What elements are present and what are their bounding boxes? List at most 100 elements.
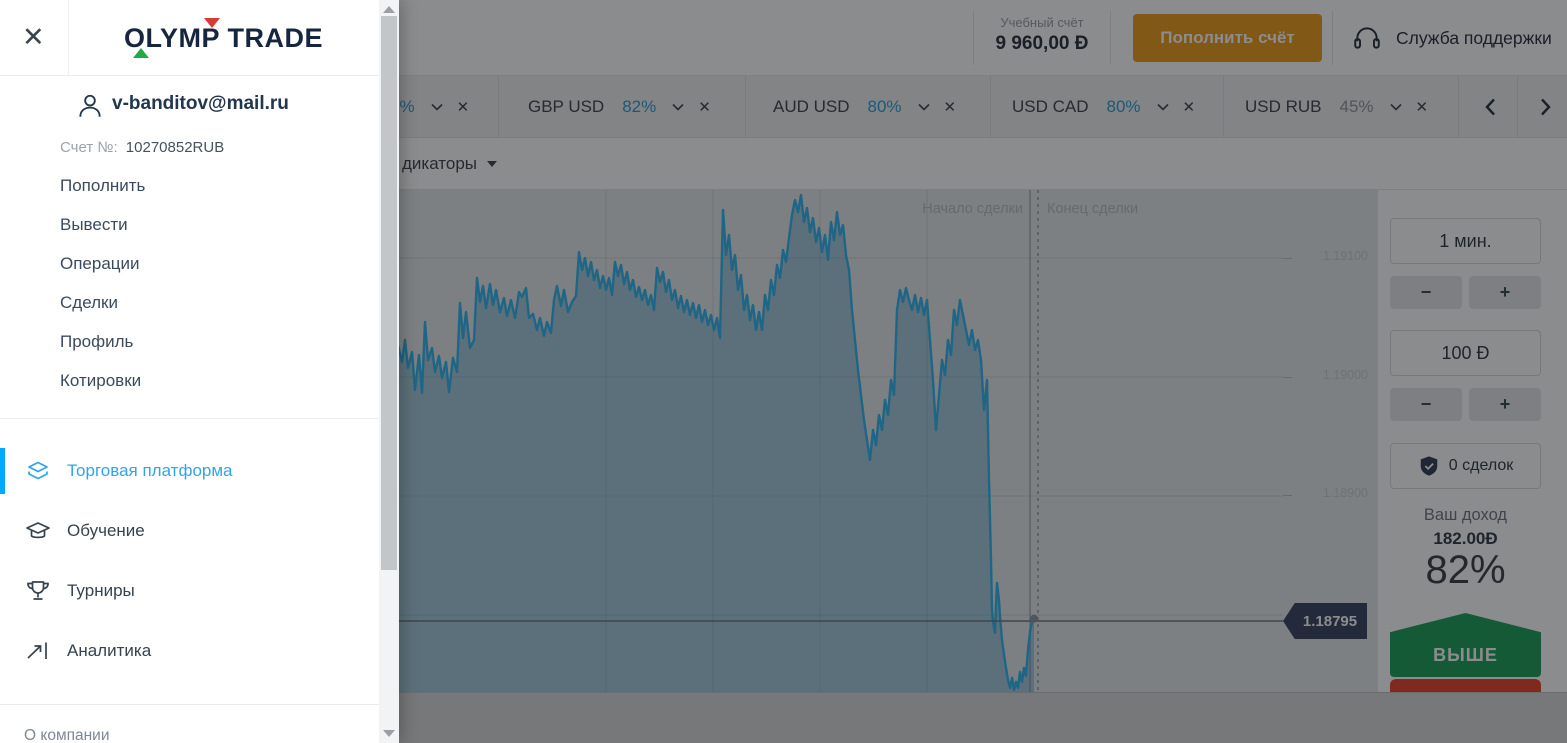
tab-divider [745,76,746,137]
chevron-down-icon[interactable] [431,103,443,111]
chevron-left-icon [1484,98,1495,115]
header-divider [1110,11,1111,65]
deposit-button[interactable]: Пополнить счёт [1133,14,1322,62]
sidebar-link-about[interactable]: О компании [24,727,110,743]
sidebar-scrollbar[interactable] [379,0,399,743]
sidebar-item-label: Турниры [67,581,135,600]
tab-usd-cad[interactable]: USD CAD 80% ✕ [990,76,1223,137]
chevron-down-icon[interactable] [1389,103,1402,111]
scrollbar-thumb[interactable] [381,16,397,570]
y-axis-label: 1.19100 [1322,249,1368,263]
shield-check-icon [1420,456,1438,476]
y-axis-label: 1.19000 [1322,368,1368,382]
tab-pair: USD CAD [1012,96,1089,116]
tab-aud-usd[interactable]: AUD USD 80% ✕ [745,76,990,137]
duration-plus-button[interactable]: + [1469,276,1541,309]
graduation-cap-icon [26,522,50,539]
tab-divider [1517,76,1518,137]
balance-label: Учебный счёт [1000,15,1084,30]
deals-button[interactable]: 0 сделок [1390,443,1541,489]
account-number-row: Счет №: 10270852RUB [60,139,224,156]
support-label: Служба поддержки [1396,27,1552,48]
trend-arrow-icon [27,642,47,659]
tab-close-icon[interactable]: ✕ [698,98,711,116]
current-price-badge: 1.18795 [1283,603,1367,639]
active-item-indicator [0,448,5,494]
tab-percent: 80% [1106,96,1141,116]
amount-plus-button[interactable]: + [1469,388,1541,421]
tab-divider [498,76,499,137]
trade-panel: 1 мин. − + 100 Đ − + 0 сделок Ваш доход … [1378,190,1567,692]
down-button-clipped[interactable] [1390,679,1541,692]
sidebar-link-withdraw[interactable]: Вывести [60,215,128,234]
tab-gbp-usd[interactable]: GBP USD 82% ✕ [498,76,745,137]
amount-input[interactable]: 100 Đ [1390,330,1541,376]
sidebar-link-operations[interactable]: Операции [60,254,140,273]
account-number: 10270852RUB [125,139,225,156]
caret-down-icon [487,161,498,167]
scroll-up-arrow-icon[interactable] [383,6,395,13]
duration-input[interactable]: 1 мин. [1390,218,1541,264]
header-divider [973,11,974,65]
tab-pair: AUD USD [773,96,850,116]
y-axis-tick [1283,495,1292,496]
chevron-down-icon[interactable] [1156,103,1169,111]
chevron-right-icon [1540,98,1551,115]
up-button[interactable]: ВЫШЕ [1390,613,1541,677]
income-percent: 82% [1425,548,1506,592]
sidebar-link-deposit[interactable]: Пополнить [60,176,146,195]
tab-percent: 82% [622,96,657,116]
tab-pair: GBP USD [528,96,605,116]
chevron-down-icon[interactable] [917,103,930,111]
logo-green-triangle-icon [132,47,149,58]
user-email[interactable]: v-banditov@mail.ru [112,93,289,114]
divider [0,418,379,419]
tab-usd-rub[interactable]: USD RUB 45% ✕ [1223,76,1458,137]
sidebar-menu: ✕ OLYMP TRADE v-banditov@mail.ru Счет №:… [0,0,399,743]
sidebar-link-trades[interactable]: Сделки [60,293,118,312]
sidebar-header: ✕ OLYMP TRADE [0,0,379,76]
indicators-dropdown[interactable]: дикаторы [402,138,498,190]
income-value: 182.00Đ [1433,529,1498,548]
trade-end-label: Конец сделки [1047,201,1139,217]
tab-close-icon[interactable]: ✕ [456,98,470,116]
duration-value: 1 мин. [1439,230,1492,251]
logo-text: OLYMP TRADE [123,22,324,53]
tab-close-icon[interactable]: ✕ [943,98,957,116]
amount-minus-button[interactable]: − [1390,388,1462,421]
sidebar-link-quotes[interactable]: Котировки [60,371,142,390]
user-icon [79,94,101,117]
logo[interactable]: OLYMP TRADE [68,0,379,76]
tab-close-icon[interactable]: ✕ [1182,98,1196,116]
divider [68,0,69,76]
divider [0,704,379,705]
duration-minus-button[interactable]: − [1390,276,1462,309]
tab-percent: 45% [1339,96,1374,116]
account-balance[interactable]: Учебный счёт 9 960,00 Đ [974,0,1110,76]
sidebar-item-tournaments[interactable]: Турниры [0,569,379,613]
tab-pair: USD RUB [1245,96,1322,116]
chevron-down-icon[interactable] [672,103,684,111]
sidebar-link-profile[interactable]: Профиль [60,332,134,351]
support-button[interactable]: Служба поддержки [1340,0,1567,76]
scroll-down-arrow-icon[interactable] [383,730,395,737]
sidebar-item-trading-platform[interactable]: Торговая платформа [0,449,379,493]
tab-divider [990,76,991,137]
sidebar-item-analytics[interactable]: Аналитика [0,629,379,673]
sidebar-item-education[interactable]: Обучение [0,509,379,553]
logo-red-triangle-icon [203,17,220,28]
y-axis-tick [1283,377,1292,378]
tab-percent: 80% [867,96,902,116]
tabs-scroll-right-button[interactable] [1518,76,1567,137]
tab-close-icon[interactable]: ✕ [1415,98,1429,116]
amount-value: 100 Đ [1441,342,1490,363]
close-icon[interactable]: ✕ [22,22,45,52]
y-axis-tick [1283,258,1292,259]
sidebar-item-label: Торговая платформа [67,461,233,480]
tabs-scroll-left-button[interactable] [1463,76,1517,137]
y-axis-label: 1.18900 [1322,486,1368,500]
tab-divider [1223,76,1224,137]
balance-value: 9 960,00 Đ [995,33,1089,54]
